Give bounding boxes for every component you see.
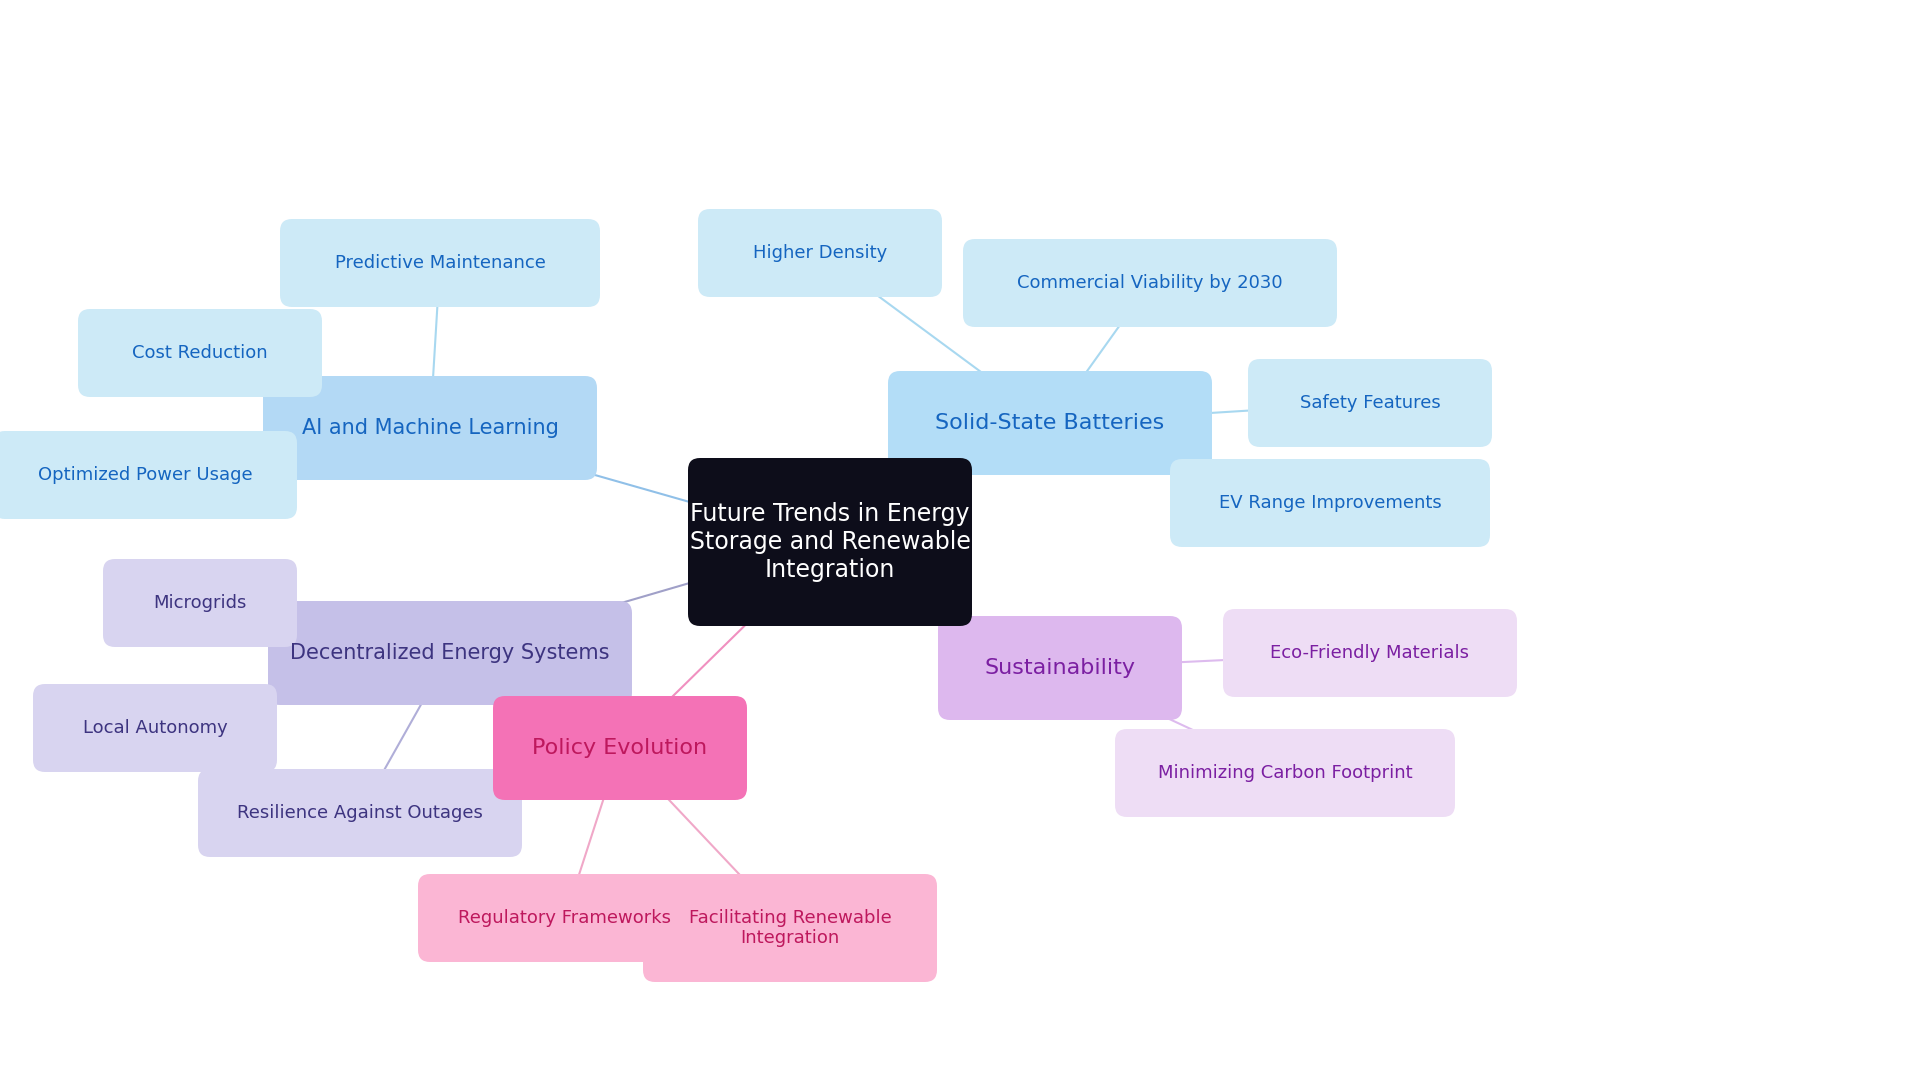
FancyBboxPatch shape xyxy=(1248,358,1492,447)
Text: Resilience Against Outages: Resilience Against Outages xyxy=(236,804,484,822)
FancyBboxPatch shape xyxy=(493,696,747,800)
FancyBboxPatch shape xyxy=(0,431,298,519)
Text: Policy Evolution: Policy Evolution xyxy=(532,738,708,758)
Text: Microgrids: Microgrids xyxy=(154,593,246,612)
FancyBboxPatch shape xyxy=(887,371,1212,475)
FancyBboxPatch shape xyxy=(643,874,937,982)
FancyBboxPatch shape xyxy=(1223,609,1517,697)
FancyBboxPatch shape xyxy=(1169,459,1490,547)
Text: Facilitating Renewable
Integration: Facilitating Renewable Integration xyxy=(689,909,891,948)
Text: Eco-Friendly Materials: Eco-Friendly Materials xyxy=(1271,644,1469,662)
Text: EV Range Improvements: EV Range Improvements xyxy=(1219,494,1442,512)
FancyBboxPatch shape xyxy=(79,309,323,397)
FancyBboxPatch shape xyxy=(939,616,1183,720)
Text: Decentralized Energy Systems: Decentralized Energy Systems xyxy=(290,643,611,663)
FancyBboxPatch shape xyxy=(699,209,943,297)
FancyBboxPatch shape xyxy=(419,874,712,962)
Text: Predictive Maintenance: Predictive Maintenance xyxy=(334,255,545,272)
FancyBboxPatch shape xyxy=(33,684,276,772)
FancyBboxPatch shape xyxy=(263,376,597,480)
Text: Cost Reduction: Cost Reduction xyxy=(132,344,267,362)
Text: Future Trends in Energy
Storage and Renewable
Integration: Future Trends in Energy Storage and Rene… xyxy=(689,503,970,582)
Text: Sustainability: Sustainability xyxy=(985,658,1135,678)
FancyBboxPatch shape xyxy=(280,219,599,306)
FancyBboxPatch shape xyxy=(104,559,298,647)
FancyBboxPatch shape xyxy=(198,769,522,857)
FancyBboxPatch shape xyxy=(269,601,632,705)
Text: Commercial Viability by 2030: Commercial Viability by 2030 xyxy=(1018,274,1283,292)
FancyBboxPatch shape xyxy=(964,239,1336,327)
Text: AI and Machine Learning: AI and Machine Learning xyxy=(301,418,559,438)
Text: Optimized Power Usage: Optimized Power Usage xyxy=(38,466,252,484)
Text: Minimizing Carbon Footprint: Minimizing Carbon Footprint xyxy=(1158,764,1413,782)
Text: Higher Density: Higher Density xyxy=(753,244,887,262)
Text: Safety Features: Safety Features xyxy=(1300,394,1440,412)
Text: Solid-State Batteries: Solid-State Batteries xyxy=(935,413,1165,433)
Text: Local Autonomy: Local Autonomy xyxy=(83,719,227,738)
Text: Regulatory Frameworks: Regulatory Frameworks xyxy=(459,909,672,927)
FancyBboxPatch shape xyxy=(1116,729,1455,817)
FancyBboxPatch shape xyxy=(687,458,972,626)
